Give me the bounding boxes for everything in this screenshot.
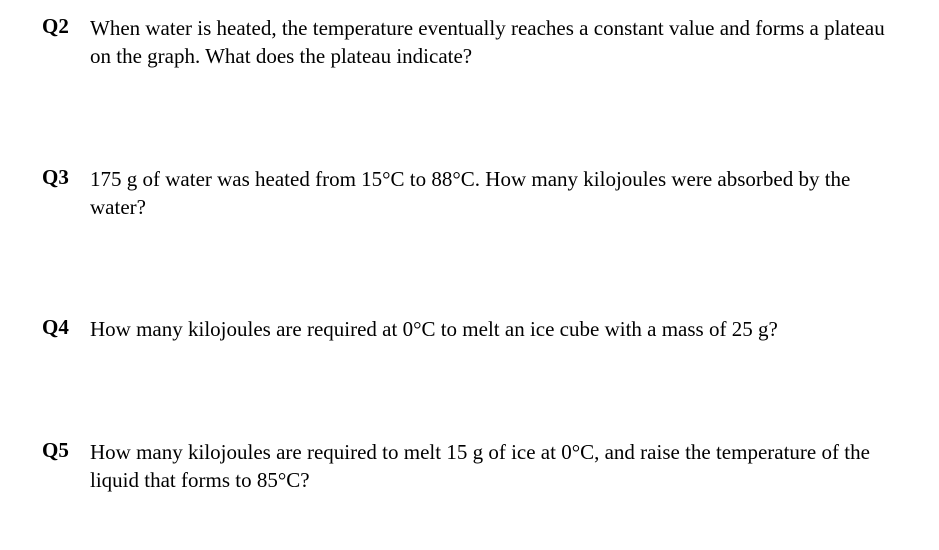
question-label: Q5 (42, 438, 90, 495)
question-label: Q4 (42, 315, 90, 343)
question-q5: Q5 How many kilojoules are required to m… (42, 438, 897, 495)
question-q4: Q4 How many kilojoules are required at 0… (42, 315, 897, 343)
question-label: Q2 (42, 14, 90, 71)
question-text: How many kilojoules are required at 0°C … (90, 315, 778, 343)
question-text: 175 g of water was heated from 15°C to 8… (90, 165, 897, 222)
question-q3: Q3 175 g of water was heated from 15°C t… (42, 165, 897, 222)
question-q2: Q2 When water is heated, the temperature… (42, 14, 897, 71)
question-text: When water is heated, the temperature ev… (90, 14, 897, 71)
question-label: Q3 (42, 165, 90, 222)
question-text: How many kilojoules are required to melt… (90, 438, 897, 495)
